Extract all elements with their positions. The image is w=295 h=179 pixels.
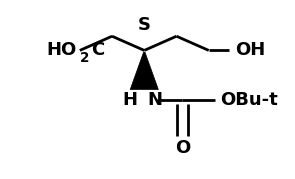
- Text: O: O: [175, 139, 190, 157]
- Polygon shape: [130, 52, 158, 90]
- Text: H: H: [122, 91, 137, 109]
- Text: S: S: [138, 16, 151, 34]
- Text: N: N: [147, 91, 162, 109]
- Text: OH: OH: [235, 41, 266, 59]
- Text: 2: 2: [80, 50, 89, 65]
- Text: C: C: [91, 41, 105, 59]
- Text: HO: HO: [47, 41, 77, 59]
- Text: OBu-t: OBu-t: [220, 91, 278, 109]
